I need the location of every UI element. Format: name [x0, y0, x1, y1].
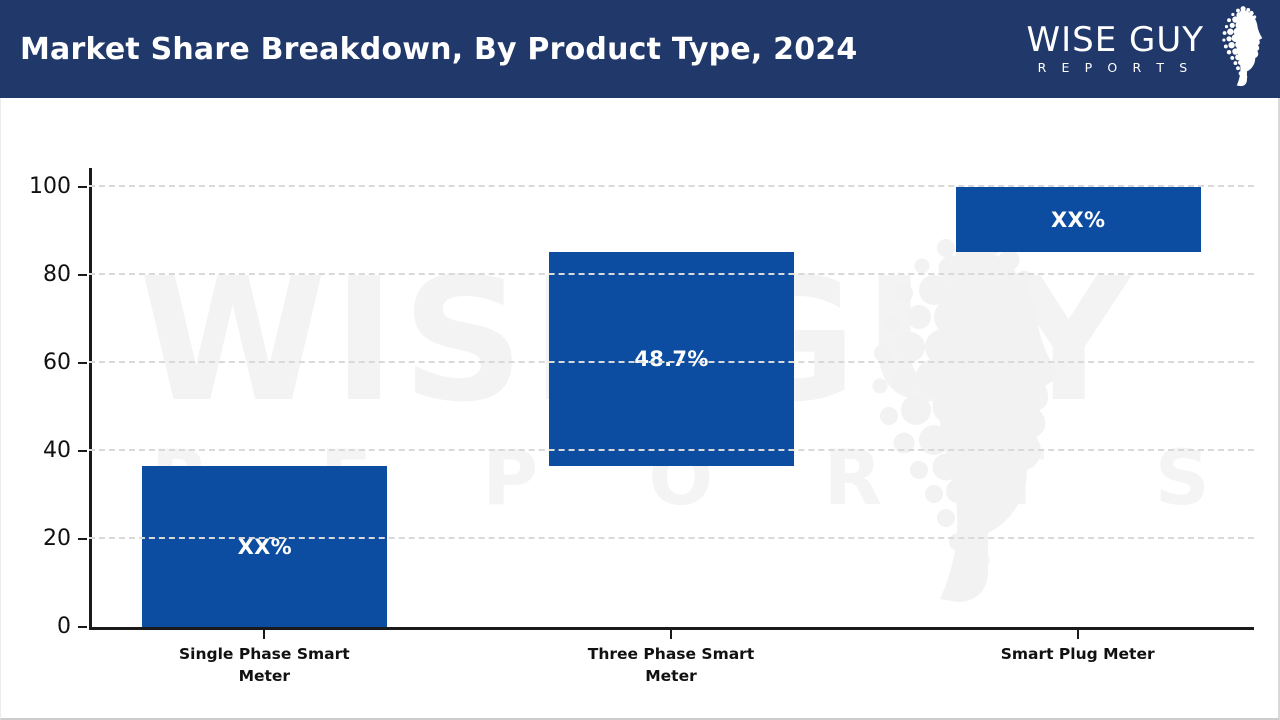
brand-logo-text: WISE GUY R E P O R T S — [1026, 23, 1204, 75]
brand-name: WISE GUY — [1026, 20, 1204, 60]
header-bar: Market Share Breakdown, By Product Type,… — [0, 0, 1280, 98]
x-category-label-1: Three Phase Smart Meter — [587, 645, 755, 685]
x-category-label-2: Smart Plug Meter — [1000, 645, 1155, 663]
bar-layer: XX% Single Phase Smart Meter 48.7% Three Ph… — [61, 187, 1278, 685]
brand-logo: WISE GUY R E P O R T S — [1026, 4, 1270, 94]
x-tick-2 — [1076, 630, 1079, 639]
dotted-head-icon — [1206, 4, 1270, 94]
bar-2: XX% — [955, 187, 1201, 253]
bar-value-label-1: 48.7% — [634, 347, 709, 372]
bar-0: XX% — [142, 466, 388, 627]
x-category-label-0: Single Phase Smart Meter — [179, 645, 350, 685]
chart-canvas: WISE GUY R E P O R T S XX%Single Phase S… — [0, 98, 1280, 720]
brand-tagline: R E P O R T S — [1037, 60, 1193, 75]
bar-1: 48.7% — [549, 252, 794, 467]
x-tick-0 — [263, 630, 266, 639]
page-title: Market Share Breakdown, By Product Type,… — [20, 31, 858, 67]
bar-value-label-2: XX% — [1050, 207, 1106, 232]
x-tick-1 — [670, 630, 672, 639]
bar-value-label-0: XX% — [237, 534, 292, 559]
